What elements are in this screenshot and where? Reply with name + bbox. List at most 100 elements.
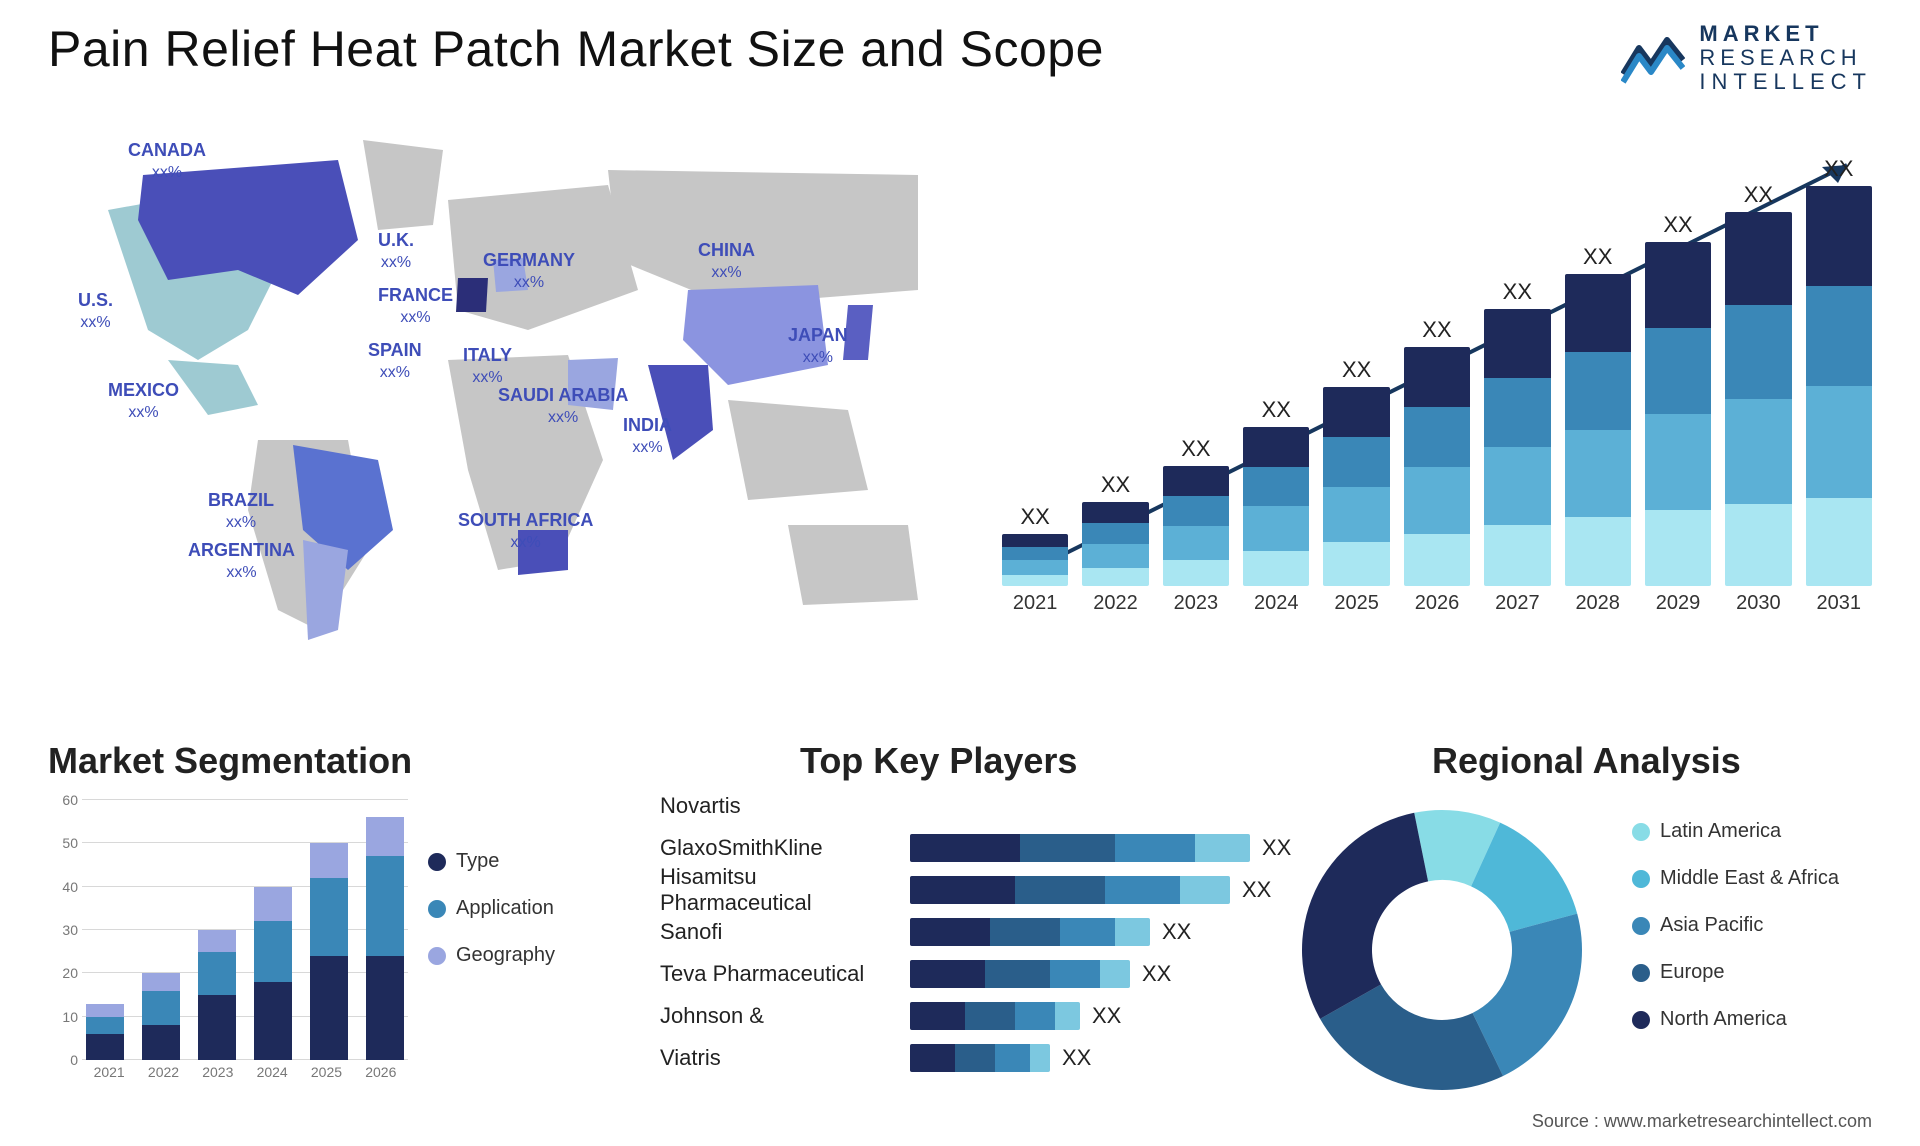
segmentation-legend: TypeApplicationGeography xyxy=(428,850,555,991)
kp-name: Novartis xyxy=(660,793,910,819)
kp-seg xyxy=(1020,834,1115,862)
y-tick: 30 xyxy=(62,922,78,938)
forecast-year: 2027 xyxy=(1495,592,1540,615)
seg-bar-seg xyxy=(86,1004,124,1017)
logo-text-2: RESEARCH xyxy=(1699,46,1872,70)
forecast-seg xyxy=(1484,309,1550,378)
kp-value: XX xyxy=(1242,877,1271,903)
forecast-seg xyxy=(1725,212,1791,306)
legend-item: Middle East & Africa xyxy=(1632,867,1839,890)
map-label: FRANCExx% xyxy=(378,285,453,327)
legend-label: Geography xyxy=(456,944,555,967)
forecast-seg xyxy=(1002,575,1068,586)
map-label: GERMANYxx% xyxy=(483,250,575,292)
forecast-col: XX2028 xyxy=(1565,244,1631,615)
kp-value: XX xyxy=(1162,919,1191,945)
forecast-seg xyxy=(1565,430,1631,517)
seg-bar-seg xyxy=(310,956,348,1060)
regional-legend: Latin AmericaMiddle East & AfricaAsia Pa… xyxy=(1632,820,1839,1055)
kp-seg xyxy=(1105,876,1180,904)
kp-seg xyxy=(1195,834,1250,862)
seg-bar xyxy=(366,817,404,1060)
forecast-seg xyxy=(1404,534,1470,587)
map-label: BRAZILxx% xyxy=(208,490,274,532)
y-tick: 20 xyxy=(62,965,78,981)
map-label: JAPANxx% xyxy=(788,325,848,367)
seg-bar-seg xyxy=(310,843,348,878)
world-map: CANADAxx%U.S.xx%MEXICOxx%BRAZILxx%ARGENT… xyxy=(48,130,948,660)
legend-item: Type xyxy=(428,850,555,873)
map-region-greenland xyxy=(363,140,443,230)
map-label: INDIAxx% xyxy=(623,415,672,457)
legend-item: Geography xyxy=(428,944,555,967)
forecast-value: XX xyxy=(1262,397,1291,423)
kp-value: XX xyxy=(1142,961,1171,987)
seg-bar xyxy=(310,843,348,1060)
seg-bar-seg xyxy=(198,930,236,952)
segmentation-chart: 0102030405060 202120222023202420252026 xyxy=(48,800,408,1090)
seg-bar-seg xyxy=(198,995,236,1060)
map-region-argentina xyxy=(303,540,348,640)
logo-icon xyxy=(1621,30,1685,86)
forecast-value: XX xyxy=(1744,182,1773,208)
forecast-col: XX2024 xyxy=(1243,397,1309,615)
kp-name: Sanofi xyxy=(660,919,910,945)
forecast-seg xyxy=(1323,437,1389,487)
regional-panel: Regional Analysis Latin AmericaMiddle Ea… xyxy=(1292,740,1872,1090)
forecast-seg xyxy=(1243,551,1309,586)
x-tick: 2025 xyxy=(311,1064,342,1090)
map-region-russia xyxy=(608,170,918,305)
kp-seg xyxy=(910,918,990,946)
seg-bar xyxy=(86,1004,124,1060)
forecast-seg xyxy=(1404,467,1470,534)
legend-label: Middle East & Africa xyxy=(1660,867,1839,890)
map-label: ITALYxx% xyxy=(463,345,512,387)
seg-bar-seg xyxy=(86,1034,124,1060)
forecast-col: XX2025 xyxy=(1323,357,1389,615)
seg-bar-seg xyxy=(254,921,292,982)
kp-row: Hisamitsu PharmaceuticalXX xyxy=(660,874,1300,906)
y-tick: 60 xyxy=(62,792,78,808)
forecast-seg xyxy=(1565,274,1631,352)
kp-name: GlaxoSmithKline xyxy=(660,835,910,861)
kp-seg xyxy=(910,960,985,988)
map-region-seasia xyxy=(728,400,868,500)
kp-seg xyxy=(1115,918,1150,946)
forecast-value: XX xyxy=(1824,156,1853,182)
forecast-seg xyxy=(1565,352,1631,430)
forecast-seg xyxy=(1082,568,1148,586)
kp-row: Novartis xyxy=(660,790,1300,822)
donut-slice xyxy=(1302,813,1428,1019)
forecast-value: XX xyxy=(1101,472,1130,498)
forecast-value: XX xyxy=(1422,317,1451,343)
kp-seg xyxy=(910,876,1015,904)
seg-bar-seg xyxy=(366,817,404,856)
x-tick: 2024 xyxy=(257,1064,288,1090)
forecast-col: XX2030 xyxy=(1725,182,1791,615)
forecast-year: 2028 xyxy=(1575,592,1620,615)
forecast-col: XX2031 xyxy=(1806,156,1872,615)
forecast-seg xyxy=(1806,498,1872,586)
seg-bar xyxy=(254,887,292,1060)
kp-seg xyxy=(1060,918,1115,946)
map-label: CHINAxx% xyxy=(698,240,755,282)
map-label: SOUTH AFRICAxx% xyxy=(458,510,593,552)
segmentation-title: Market Segmentation xyxy=(48,740,412,782)
forecast-seg xyxy=(1082,544,1148,567)
seg-bar-seg xyxy=(86,1017,124,1034)
seg-bar-seg xyxy=(254,982,292,1060)
regional-donut xyxy=(1292,800,1592,1100)
forecast-seg xyxy=(1806,386,1872,498)
forecast-seg xyxy=(1323,387,1389,437)
forecast-value: XX xyxy=(1503,279,1532,305)
legend-label: Europe xyxy=(1660,961,1725,984)
forecast-year: 2021 xyxy=(1013,592,1058,615)
forecast-year: 2025 xyxy=(1334,592,1379,615)
kp-seg xyxy=(1030,1044,1050,1072)
y-tick: 50 xyxy=(62,835,78,851)
forecast-col: XX 2027 xyxy=(1484,279,1550,615)
forecast-seg xyxy=(1645,510,1711,586)
map-label: SAUDI ARABIAxx% xyxy=(498,385,628,427)
kp-bar xyxy=(910,1002,1080,1030)
legend-swatch xyxy=(1632,823,1650,841)
